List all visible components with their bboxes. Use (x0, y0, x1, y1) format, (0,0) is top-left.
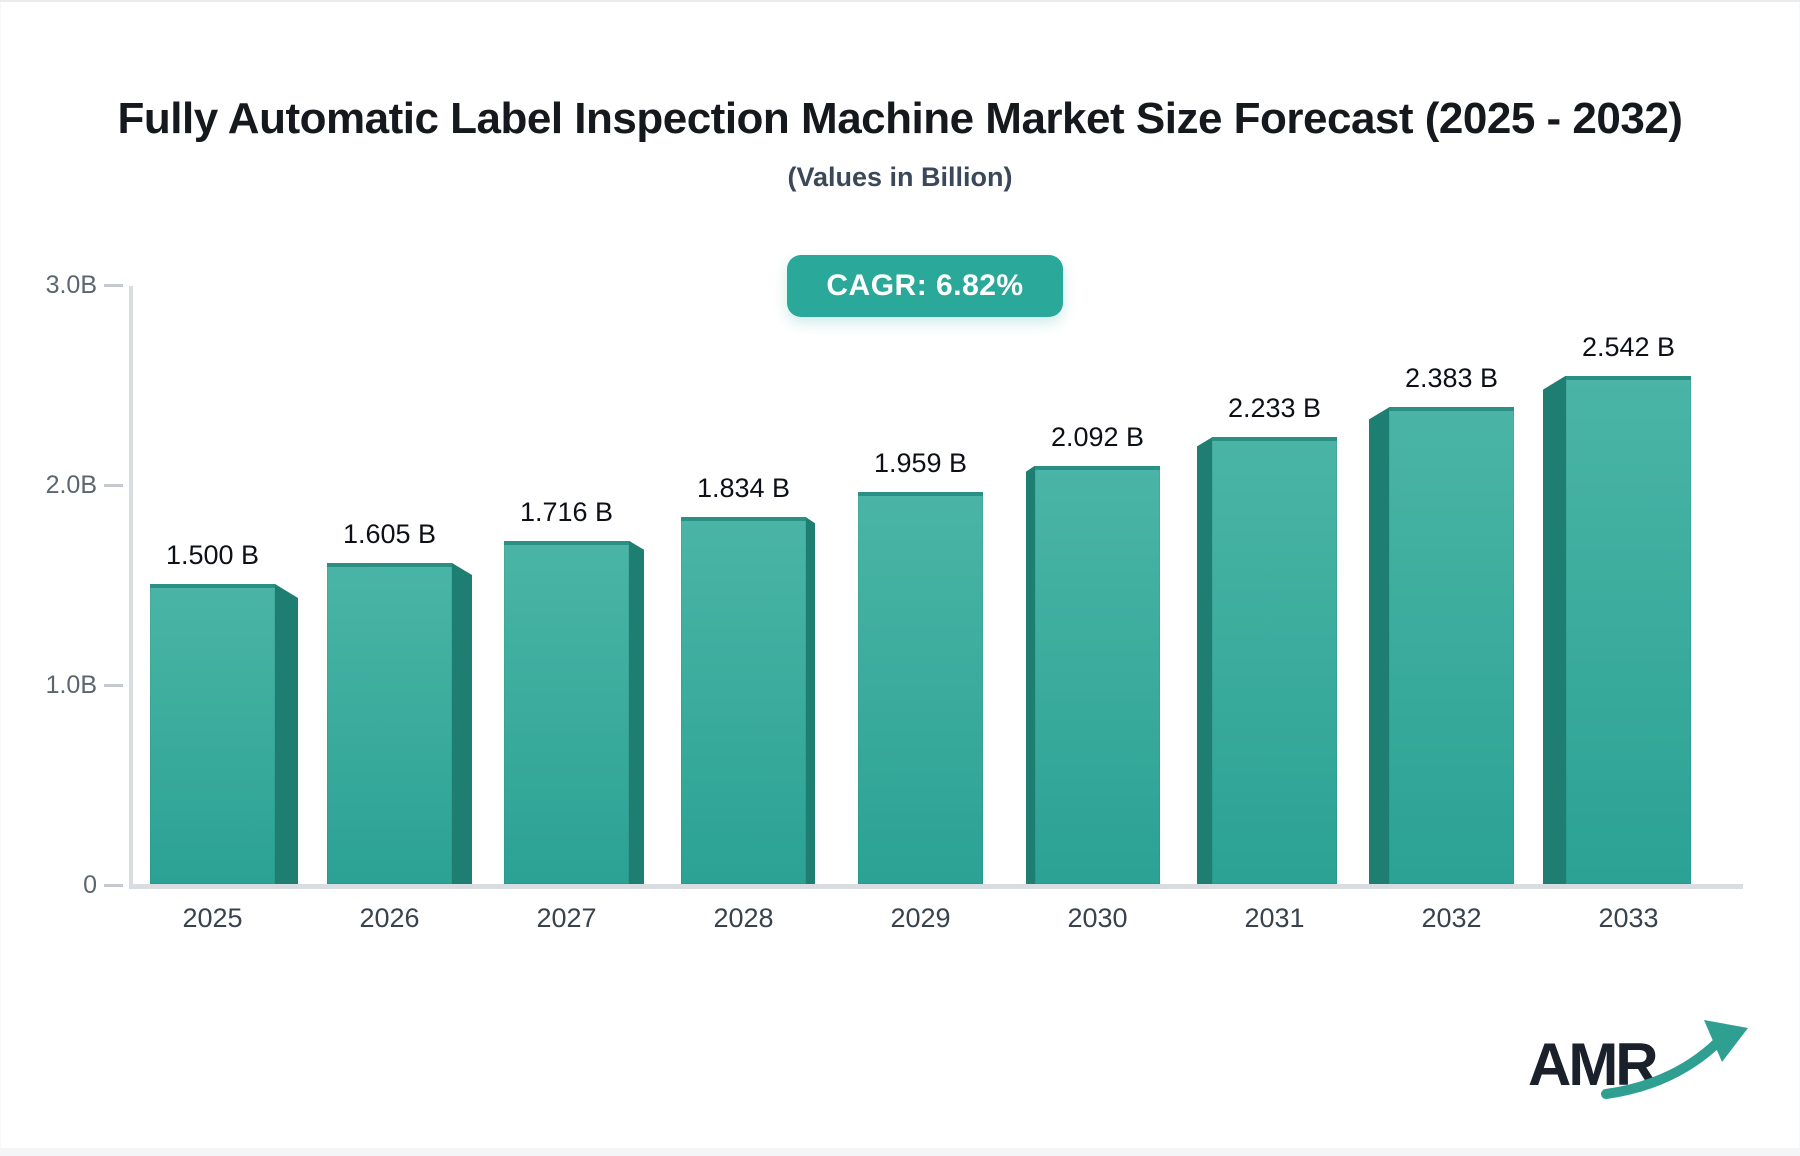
bar-2029 (858, 492, 983, 884)
bar-top-edge (504, 540, 629, 545)
trending-up-arrow-icon (1601, 1020, 1748, 1099)
x-tick-label-2032: 2032 (1421, 903, 1482, 933)
y-tick-label: 2.0B (45, 471, 97, 499)
page-top-edge (0, 0, 1800, 2)
bar-value-label-2026: 1.605 B (342, 519, 437, 549)
chart-title: Fully Automatic Label Inspection Machine… (117, 94, 1683, 143)
y-tick-mark (104, 284, 123, 287)
bar-2032 (1389, 407, 1514, 884)
bar-2031 (1212, 437, 1337, 884)
bar-top-edge (681, 517, 806, 522)
x-tick-label-2027: 2027 (536, 903, 597, 933)
page-bottom-edge (0, 1148, 1800, 1156)
x-tick-label-2025: 2025 (182, 903, 243, 933)
bar-2030 (1035, 465, 1160, 884)
bar-value-label-2032: 2.383 B (1404, 363, 1499, 394)
bar-value-label-2025: 1.500 B (165, 540, 260, 570)
y-tick-mark (104, 484, 123, 487)
x-axis-baseline (129, 884, 1743, 889)
cagr-badge: CAGR: 6.82% (787, 255, 1063, 317)
x-tick-label-2030: 2030 (1067, 903, 1128, 933)
bar-value-label-2029: 1.959 B (873, 448, 968, 479)
bar-top-edge (1566, 375, 1691, 380)
bar-value-label-2027: 1.716 B (519, 496, 614, 527)
y-tick-label: 0 (83, 871, 97, 899)
bar-2025 (150, 584, 275, 884)
chart-subtitle: (Values in Billion) (787, 162, 1013, 192)
y-tick-mark (104, 684, 123, 687)
bar-value-label-2031: 2.233 B (1227, 393, 1322, 424)
bar-value-label-2030: 2.092 B (1050, 421, 1145, 452)
x-tick-label-2031: 2031 (1244, 903, 1305, 933)
bar-top-edge (1035, 465, 1160, 470)
bar-2027 (504, 540, 629, 884)
bar-2033 (1566, 375, 1691, 884)
cagr-badge-label: CAGR: 6.82% (826, 269, 1024, 302)
y-axis-line (129, 286, 133, 886)
bar-2026 (327, 563, 452, 884)
bar-top-edge (327, 563, 452, 567)
bar-top-edge (1389, 407, 1514, 412)
x-tick-label-2026: 2026 (359, 903, 420, 933)
bar-side-2031 (1197, 437, 1212, 884)
bar-side-2028 (806, 517, 815, 884)
bar-side-2033 (1543, 375, 1566, 884)
bar-top-edge (858, 492, 983, 497)
bar-side-2027 (629, 540, 644, 884)
amr-logo: AMR (1528, 1020, 1768, 1130)
bar-value-label-2028: 1.834 B (696, 473, 791, 504)
y-tick-label: 3.0B (45, 271, 97, 299)
bar-side-2032 (1369, 407, 1389, 884)
bar-top-edge (1212, 437, 1337, 442)
x-tick-label-2033: 2033 (1598, 903, 1659, 933)
y-tick-mark (104, 884, 123, 887)
bar-side-2030 (1026, 465, 1035, 884)
bar-top-edge (150, 584, 275, 588)
x-tick-label-2028: 2028 (713, 903, 774, 933)
bar-value-label-2033: 2.542 B (1581, 331, 1676, 362)
bar-2028 (681, 517, 806, 884)
y-tick-label: 1.0B (45, 671, 97, 699)
bar-side-2025 (275, 584, 298, 884)
bar-side-2026 (452, 563, 472, 884)
x-tick-label-2029: 2029 (890, 903, 951, 933)
